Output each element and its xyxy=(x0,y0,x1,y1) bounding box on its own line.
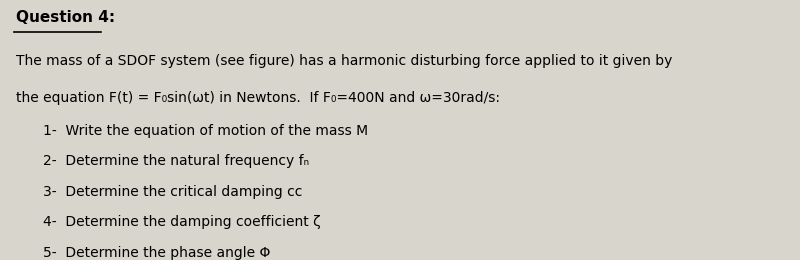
Text: Question 4:: Question 4: xyxy=(16,10,115,25)
Text: 4-  Determine the damping coefficient ζ: 4- Determine the damping coefficient ζ xyxy=(43,215,321,229)
Text: 5-  Determine the phase angle Φ: 5- Determine the phase angle Φ xyxy=(43,246,270,260)
Text: the equation F(t) = F₀sin(ωt) in Newtons.  If F₀=400N and ω=30rad/s:: the equation F(t) = F₀sin(ωt) in Newtons… xyxy=(16,90,500,105)
Text: 1-  Write the equation of motion of the mass M: 1- Write the equation of motion of the m… xyxy=(43,124,369,138)
Text: The mass of a SDOF system (see figure) has a harmonic disturbing force applied t: The mass of a SDOF system (see figure) h… xyxy=(16,54,672,68)
Text: 2-  Determine the natural frequency fₙ: 2- Determine the natural frequency fₙ xyxy=(43,154,310,168)
Text: 3-  Determine the critical damping cᴄ: 3- Determine the critical damping cᴄ xyxy=(43,185,302,199)
